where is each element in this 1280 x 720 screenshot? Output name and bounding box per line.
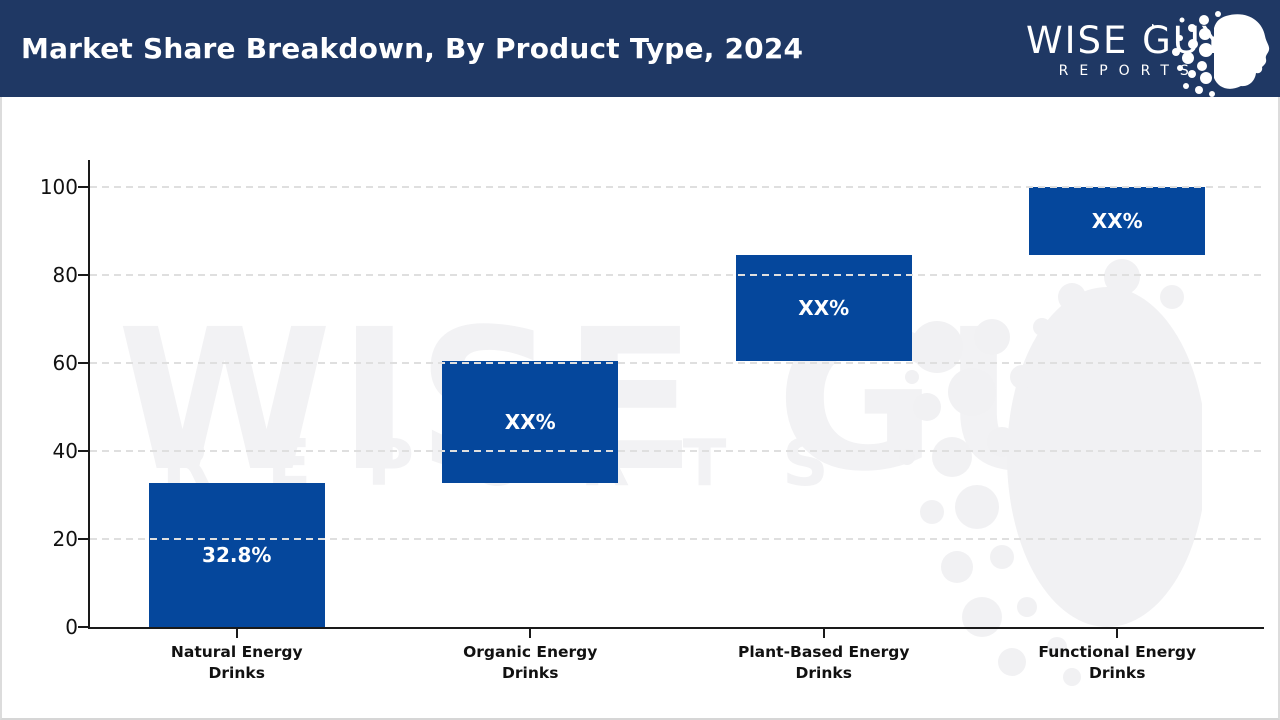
- waterfall-bar: [1029, 187, 1206, 255]
- x-tick-mark: [529, 629, 532, 638]
- y-tick-mark: [78, 362, 88, 364]
- y-tick-label: 100: [39, 175, 78, 199]
- y-tick-mark: [78, 538, 88, 540]
- x-tick-mark: [1116, 629, 1119, 638]
- waterfall-bar: [148, 482, 325, 627]
- plot-area: 32.8% XX% XX% XX% 0 20 40 60 80 100 Natural Energ…: [40, 160, 1264, 682]
- y-tick-label: 20: [52, 527, 78, 551]
- gridline: [90, 450, 1264, 452]
- bar-value-label: XX%: [1091, 208, 1143, 233]
- waterfall-bar: [735, 254, 912, 362]
- bar-value-label: XX%: [504, 409, 556, 434]
- gridline: [90, 538, 1264, 540]
- x-category-label: Plant-Based Energy Drinks: [738, 643, 910, 682]
- y-tick-label: 80: [52, 263, 78, 287]
- y-tick-mark: [78, 450, 88, 452]
- chart-canvas: WISE GU REPORTS 32.8%XX%XX%XX% 020406080…: [0, 97, 1280, 720]
- y-tick-label: 60: [52, 351, 78, 375]
- wise-guy-reports-logo: WISE GUY REPORTS: [1008, 8, 1270, 97]
- y-tick-mark: [78, 626, 88, 628]
- bar-value-label: XX%: [798, 296, 850, 320]
- x-category-label: Functional Energy Drinks: [1038, 643, 1197, 682]
- logo-subtitle: REPORTS: [1058, 62, 1200, 79]
- x-tick-mark: [822, 629, 825, 638]
- header-bar: Market Share Breakdown, By Product Type,…: [0, 0, 1280, 97]
- x-axis-spine: [88, 627, 1264, 629]
- y-axis-spine: [88, 160, 90, 629]
- y-tick-mark: [78, 186, 88, 188]
- x-category-label: Organic Energy Drinks: [463, 643, 598, 682]
- y-tick-label: 0: [65, 615, 78, 639]
- page-title: Market Share Breakdown, By Product Type,…: [21, 32, 804, 65]
- watermark-dotted-head: [899, 259, 1202, 686]
- waterfall-bar: [442, 361, 619, 483]
- x-tick-mark: [235, 629, 238, 638]
- bar-value-label: 32.8%: [202, 542, 272, 567]
- x-category-label: Natural Energy Drinks: [170, 643, 303, 682]
- dotted-head-icon: [1152, 11, 1270, 97]
- gridline: [90, 362, 1264, 364]
- gridline: [90, 186, 1264, 188]
- y-tick-label: 40: [52, 439, 78, 463]
- gridline: [90, 274, 1264, 276]
- y-tick-mark: [78, 274, 88, 276]
